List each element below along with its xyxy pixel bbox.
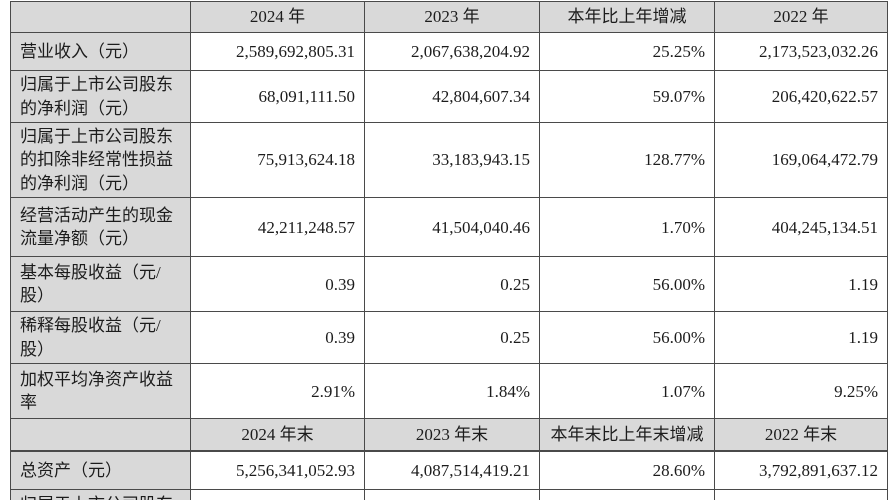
- value-2022: 404,245,134.51: [714, 197, 888, 258]
- row-label: 归属于上市公司股东的净资产（元）: [10, 489, 191, 500]
- value-change: 28.60%: [539, 450, 715, 491]
- value-change: 1.07%: [539, 363, 715, 420]
- table-row-total-assets: 总资产（元） 5,256,341,052.93 4,087,514,419.21…: [10, 450, 888, 491]
- col-header-2024-eoy: 2024 年末: [190, 418, 365, 453]
- value-2022: 9.25%: [714, 363, 888, 420]
- annual-header-row: 2024 年 2023 年 本年比上年增减 2022 年: [10, 1, 888, 33]
- value-2022: 169,064,472.79: [714, 121, 888, 199]
- value-2022: 1.19: [714, 311, 888, 365]
- value-change: 1.17%: [539, 489, 715, 500]
- value-change: 56.00%: [539, 311, 715, 365]
- value-change: 25.25%: [539, 32, 715, 71]
- value-2022: 206,420,622.57: [714, 70, 888, 123]
- col-header-eoy-change: 本年末比上年末增减: [539, 418, 715, 453]
- value-2023: 2,067,638,204.92: [364, 32, 540, 71]
- row-label: 经营活动产生的现金流量净额（元）: [10, 197, 191, 258]
- value-2022: 2,173,523,032.26: [714, 32, 888, 71]
- col-header-yoy-change: 本年比上年增减: [539, 1, 715, 33]
- value-2024: 0.39: [190, 256, 365, 313]
- value-2024: 2,361,363,541.38: [190, 489, 365, 500]
- financial-summary-table: 2024 年 2023 年 本年比上年增减 2022 年 营业收入（元） 2,5…: [10, 1, 888, 500]
- row-label: 营业收入（元）: [10, 32, 191, 71]
- col-header-2023-eoy: 2023 年末: [364, 418, 540, 453]
- row-label: 基本每股收益（元/股）: [10, 256, 191, 313]
- value-2022: 2,325,999,625.49: [714, 489, 888, 500]
- table-row-operating-cash-flow: 经营活动产生的现金流量净额（元） 42,211,248.57 41,504,04…: [10, 197, 888, 258]
- value-2023: 0.25: [364, 311, 540, 365]
- col-header-2023: 2023 年: [364, 1, 540, 33]
- value-change: 128.77%: [539, 121, 715, 199]
- value-2023: 42,804,607.34: [364, 70, 540, 123]
- col-header-2024: 2024 年: [190, 1, 365, 33]
- row-label: 归属于上市公司股东的净利润（元）: [10, 70, 191, 123]
- col-header-2022-eoy: 2022 年末: [714, 418, 888, 453]
- value-2023: 2,334,027,246.43: [364, 489, 540, 500]
- value-2023: 41,504,040.46: [364, 197, 540, 258]
- value-2024: 68,091,111.50: [190, 70, 365, 123]
- table-row-diluted-eps: 稀释每股收益（元/股） 0.39 0.25 56.00% 1.19: [10, 311, 888, 365]
- row-label: 归属于上市公司股东的扣除非经常性损益的净利润（元）: [10, 121, 191, 199]
- eoy-header-row: 2024 年末 2023 年末 本年末比上年末增减 2022 年末: [10, 418, 888, 453]
- table-row-net-profit: 归属于上市公司股东的净利润（元） 68,091,111.50 42,804,60…: [10, 70, 888, 123]
- value-2024: 75,913,624.18: [190, 121, 365, 199]
- value-2024: 2,589,692,805.31: [190, 32, 365, 71]
- table-row-net-assets: 归属于上市公司股东的净资产（元） 2,361,363,541.38 2,334,…: [10, 489, 888, 500]
- value-2023: 1.84%: [364, 363, 540, 420]
- table-row-deducted-net-profit: 归属于上市公司股东的扣除非经常性损益的净利润（元） 75,913,624.18 …: [10, 121, 888, 199]
- table-row-revenue: 营业收入（元） 2,589,692,805.31 2,067,638,204.9…: [10, 32, 888, 71]
- row-label: 稀释每股收益（元/股）: [10, 311, 191, 365]
- value-2024: 5,256,341,052.93: [190, 450, 365, 491]
- value-2024: 0.39: [190, 311, 365, 365]
- table-row-basic-eps: 基本每股收益（元/股） 0.39 0.25 56.00% 1.19: [10, 256, 888, 313]
- value-2022: 3,792,891,637.12: [714, 450, 888, 491]
- value-change: 59.07%: [539, 70, 715, 123]
- value-2024: 42,211,248.57: [190, 197, 365, 258]
- table-row-weighted-avg-roe: 加权平均净资产收益率 2.91% 1.84% 1.07% 9.25%: [10, 363, 888, 420]
- value-2024: 2.91%: [190, 363, 365, 420]
- eoy-header-blank: [10, 418, 191, 453]
- value-change: 1.70%: [539, 197, 715, 258]
- value-change: 56.00%: [539, 256, 715, 313]
- row-label: 总资产（元）: [10, 450, 191, 491]
- annual-header-blank: [10, 1, 191, 33]
- col-header-2022: 2022 年: [714, 1, 888, 33]
- value-2023: 4,087,514,419.21: [364, 450, 540, 491]
- row-label: 加权平均净资产收益率: [10, 363, 191, 420]
- value-2023: 33,183,943.15: [364, 121, 540, 199]
- value-2023: 0.25: [364, 256, 540, 313]
- value-2022: 1.19: [714, 256, 888, 313]
